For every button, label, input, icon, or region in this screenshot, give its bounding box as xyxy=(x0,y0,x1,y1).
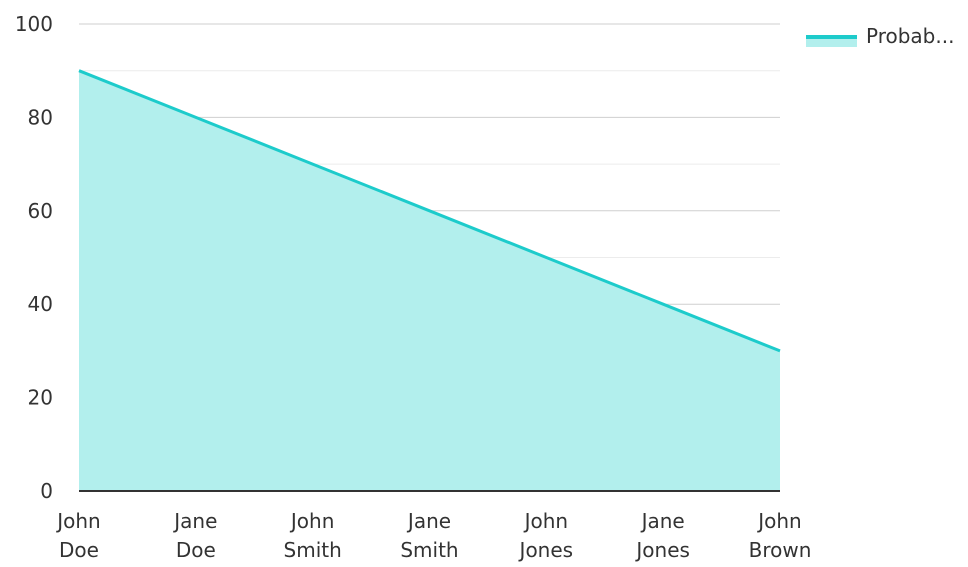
y-tick-label: 40 xyxy=(28,292,53,316)
data-point[interactable] xyxy=(76,68,82,74)
data-point[interactable] xyxy=(193,114,199,120)
x-tick-label: John Smith xyxy=(284,509,342,562)
y-tick-label: 0 xyxy=(40,479,53,503)
data-point[interactable] xyxy=(427,208,433,214)
legend-label: Probab... xyxy=(866,24,954,48)
series-area xyxy=(76,68,783,491)
legend-swatch xyxy=(806,37,857,47)
series-line xyxy=(78,69,781,353)
y-tick-label: 60 xyxy=(28,199,53,223)
data-point[interactable] xyxy=(777,348,783,354)
series-area-fill xyxy=(79,70,780,491)
x-tick-label: Jane Doe xyxy=(172,509,217,562)
x-tick-label: Jane Jones xyxy=(634,509,690,562)
y-tick-label: 20 xyxy=(28,386,53,410)
x-axis-tick-labels: John Doe Jane Doe John Smith Jane Smith John Jone… xyxy=(55,509,811,562)
data-point[interactable] xyxy=(543,255,549,261)
data-point[interactable] xyxy=(310,161,316,167)
x-tick-label: John Doe xyxy=(55,509,101,562)
y-tick-label: 80 xyxy=(28,105,53,129)
x-tick-label: John Brown xyxy=(749,509,812,562)
x-tick-label: Jane Smith xyxy=(400,509,458,562)
data-point[interactable] xyxy=(660,301,666,307)
y-tick-label: 100 xyxy=(15,12,53,36)
x-tick-label: John Jones xyxy=(518,509,574,562)
y-axis-tick-labels: 0 20 40 60 80 100 xyxy=(15,12,53,503)
legend[interactable]: Probab... xyxy=(806,24,954,48)
